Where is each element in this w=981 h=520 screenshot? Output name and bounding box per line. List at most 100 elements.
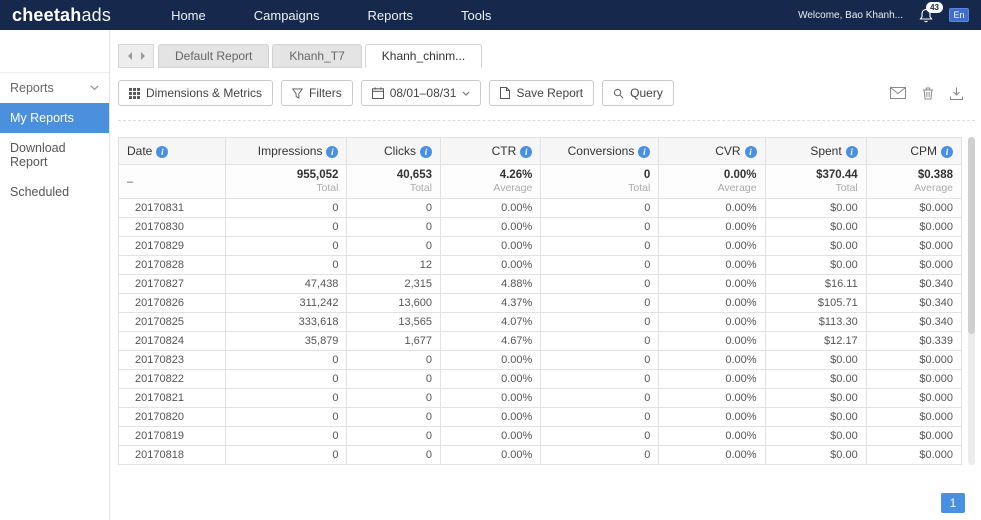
table-row: 20170822 0 0 0.00% 0 0.00% $0.00 $0.000 <box>117 369 963 389</box>
value-cell: 0 <box>540 331 660 351</box>
filters-button[interactable]: Filters <box>281 80 353 106</box>
value-cell: 0 <box>540 388 660 408</box>
totals-cell: 40,653 Total <box>346 164 441 199</box>
value-cell: 12 <box>346 255 441 275</box>
total-sublabel: Total <box>835 182 858 194</box>
totals-cell: $370.44 Total <box>764 164 867 199</box>
main-content: Default Report Khanh_T7 Khanh_chinm... D… <box>110 30 981 520</box>
value-cell: $0.00 <box>764 388 867 408</box>
column-label: Clicks <box>384 144 416 158</box>
value-cell: 4.37% <box>439 293 542 313</box>
save-report-label: Save Report <box>516 86 584 100</box>
info-icon[interactable] <box>638 145 651 158</box>
value-cell: $0.00 <box>764 217 867 237</box>
table-row: 20170825 333,618 13,565 4.07% 0 0.00% $113.30 $… <box>117 312 963 332</box>
tab-khanh-chinm[interactable]: Khanh_chinm... <box>364 44 483 68</box>
tab-default-report[interactable]: Default Report <box>158 44 270 68</box>
column-header-impressions: Impressions <box>225 137 348 165</box>
filter-icon <box>292 87 304 99</box>
column-header-conversions: Conversions <box>540 137 660 165</box>
nav-item-reports[interactable]: Reports <box>367 7 414 23</box>
total-sublabel: Total <box>409 182 432 194</box>
value-cell: 0 <box>346 445 441 465</box>
total-value: 0 <box>643 169 651 181</box>
table-row: 20170824 35,879 1,677 4.67% 0 0.00% $12.17 $0.3… <box>117 331 963 351</box>
value-cell: 0 <box>346 236 441 256</box>
info-icon[interactable] <box>420 145 432 158</box>
table-row: 20170827 47,438 2,315 4.88% 0 0.00% $16.11 $0.3… <box>117 274 963 294</box>
value-cell: 2,315 <box>346 274 441 294</box>
info-icon[interactable] <box>520 145 533 158</box>
top-navbar: cheetahads Home Campaigns Reports Tools … <box>0 0 981 30</box>
tab-scroll-arrows[interactable] <box>118 44 154 68</box>
value-cell: 13,600 <box>346 293 441 313</box>
table-row: 20170831 0 0 0.00% 0 0.00% $0.00 $0.000 <box>117 198 963 218</box>
trash-icon[interactable] <box>922 87 934 100</box>
nav-item-tools[interactable]: Tools <box>461 7 492 23</box>
value-cell: 13,565 <box>346 312 441 332</box>
column-header-spent: Spent <box>764 137 867 165</box>
info-icon[interactable] <box>941 145 953 158</box>
sidebar: Reports My Reports Download Report Sched… <box>0 30 110 520</box>
welcome-label: Welcome, <box>798 9 843 21</box>
info-icon[interactable] <box>326 145 339 158</box>
save-report-button[interactable]: Save Report <box>489 80 595 106</box>
column-label: CTR <box>491 144 517 158</box>
value-cell: 0 <box>225 426 348 446</box>
email-icon[interactable] <box>890 87 906 99</box>
value-cell: 0 <box>540 236 660 256</box>
date-cell: 20170830 <box>117 217 227 237</box>
notifications-button[interactable]: 43 <box>919 1 943 23</box>
value-cell: 311,242 <box>225 293 348 313</box>
report-tabs: Default Report Khanh_T7 Khanh_chinm... <box>118 44 963 68</box>
value-cell: 0.00% <box>439 445 542 465</box>
page-1-button[interactable]: 1 <box>941 493 965 513</box>
sidebar-item-scheduled[interactable]: Scheduled <box>10 185 70 199</box>
table-body: 20170831 0 0 0.00% 0 0.00% $0.00 $0.000 20170830… <box>117 198 963 465</box>
info-icon[interactable] <box>156 145 169 158</box>
value-cell: 0 <box>540 198 660 218</box>
filters-label: Filters <box>309 86 342 100</box>
brand-logo[interactable]: cheetahads <box>12 5 111 26</box>
tab-scroll-right-icon[interactable] <box>140 52 146 60</box>
value-cell: 0 <box>346 350 441 370</box>
value-cell: $0.00 <box>764 426 867 446</box>
value-cell: $0.000 <box>865 369 963 389</box>
welcome-user[interactable]: Welcome, Bao Khanh... <box>798 10 903 21</box>
sidebar-item-my-reports[interactable]: My Reports <box>0 103 109 133</box>
nav-item-home[interactable]: Home <box>171 7 206 23</box>
vertical-scrollbar[interactable] <box>968 137 975 465</box>
sidebar-item-download-report[interactable]: Download Report <box>10 141 66 169</box>
scrollbar-thumb[interactable] <box>968 137 975 334</box>
value-cell: 0.00% <box>658 274 766 294</box>
query-button[interactable]: Query <box>602 80 674 106</box>
value-cell: 0.00% <box>658 236 766 256</box>
value-cell: 0 <box>346 407 441 427</box>
value-cell: 0.00% <box>658 388 766 408</box>
info-icon[interactable] <box>744 145 757 158</box>
value-cell: 0 <box>225 198 348 218</box>
dimensions-metrics-label: Dimensions & Metrics <box>146 86 263 100</box>
value-cell: 0.00% <box>658 350 766 370</box>
nav-item-campaigns[interactable]: Campaigns <box>253 7 320 23</box>
table-row: 20170823 0 0 0.00% 0 0.00% $0.00 $0.000 <box>117 350 963 370</box>
language-selector[interactable]: En <box>949 8 969 22</box>
download-icon[interactable] <box>950 87 963 100</box>
value-cell: $0.000 <box>865 407 963 427</box>
total-value: $370.44 <box>816 169 858 181</box>
page-layout: Reports My Reports Download Report Sched… <box>0 30 981 520</box>
value-cell: $105.71 <box>764 293 867 313</box>
value-cell: $0.00 <box>764 255 867 275</box>
tab-khanh-t7[interactable]: Khanh_T7 <box>272 44 362 68</box>
tab-scroll-left-icon[interactable] <box>127 52 133 60</box>
main-nav: Home Campaigns Reports Tools <box>171 8 491 23</box>
info-icon[interactable] <box>845 145 858 158</box>
sidebar-section-reports[interactable]: Reports <box>0 72 109 103</box>
value-cell: 4.67% <box>439 331 542 351</box>
value-cell: 0.00% <box>658 369 766 389</box>
total-sublabel: Total <box>316 182 339 194</box>
value-cell: 0 <box>225 388 348 408</box>
dimensions-metrics-button[interactable]: Dimensions & Metrics <box>118 80 274 106</box>
totals-cell: 0.00% Average <box>658 164 766 199</box>
date-range-button[interactable]: 08/01–08/31 <box>360 80 482 106</box>
